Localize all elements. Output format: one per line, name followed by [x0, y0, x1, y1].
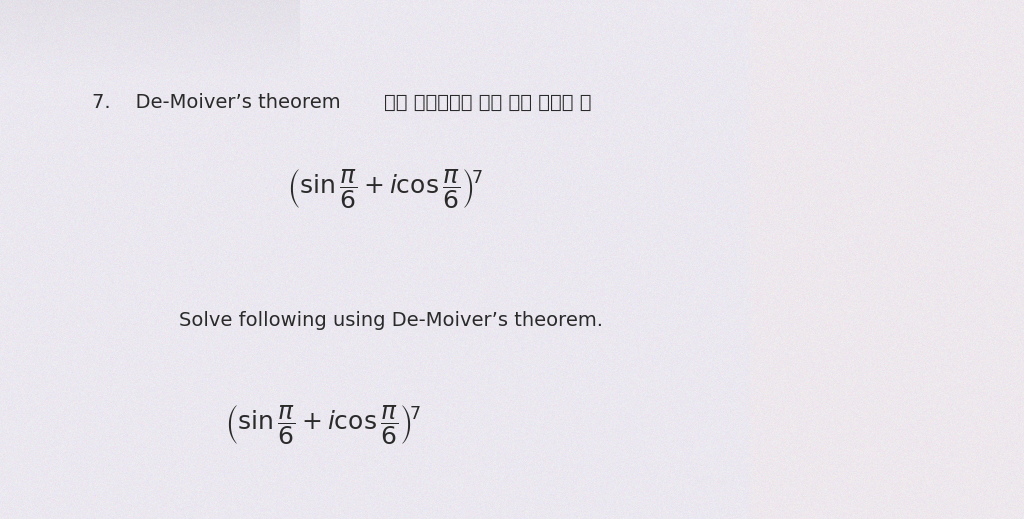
Text: $\left(\sin\dfrac{\pi}{6}+i\cos\dfrac{\pi}{6}\right)^{\!7}$: $\left(\sin\dfrac{\pi}{6}+i\cos\dfrac{\p… [287, 168, 482, 211]
Text: 7.    De-Moiver’s theorem: 7. De-Moiver’s theorem [92, 93, 347, 113]
Text: $\left(\sin\dfrac{\pi}{6}+i\cos\dfrac{\pi}{6}\right)^{\!7}$: $\left(\sin\dfrac{\pi}{6}+i\cos\dfrac{\p… [225, 404, 421, 447]
Text: Solve following using De-Moiver’s theorem.: Solve following using De-Moiver’s theore… [179, 311, 603, 331]
Text: से निम्न को हल करो ।: से निम्न को हल करो । [384, 93, 592, 113]
